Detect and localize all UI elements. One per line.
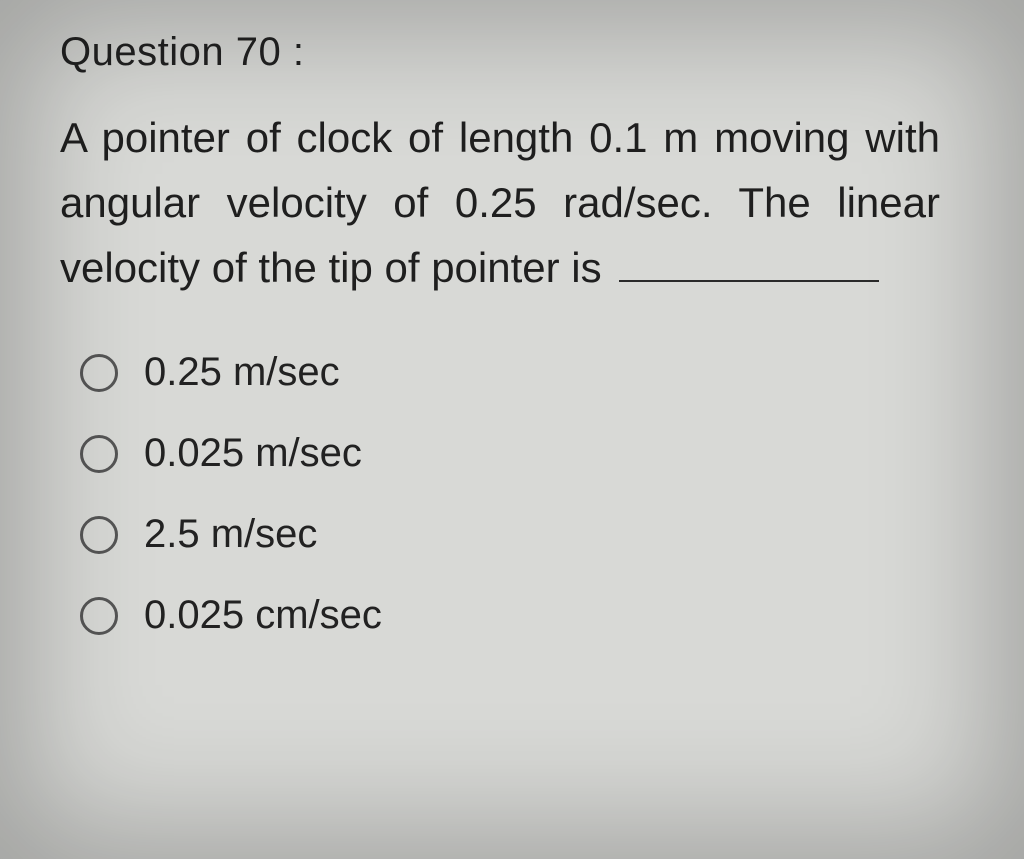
radio-icon — [80, 597, 118, 635]
option-2[interactable]: 0.025 m/sec — [80, 431, 964, 476]
option-4-label: 0.025 cm/sec — [144, 593, 382, 638]
option-2-label: 0.025 m/sec — [144, 431, 362, 476]
question-header: Question 70 : — [60, 30, 964, 75]
options-list: 0.25 m/sec 0.025 m/sec 2.5 m/sec 0.025 c… — [60, 350, 964, 638]
option-1[interactable]: 0.25 m/sec — [80, 350, 964, 395]
question-text: A pointer of clock of length 0.1 m movin… — [60, 114, 940, 291]
radio-icon — [80, 516, 118, 554]
option-4[interactable]: 0.025 cm/sec — [80, 593, 964, 638]
question-body: A pointer of clock of length 0.1 m movin… — [60, 105, 940, 300]
radio-icon — [80, 435, 118, 473]
fill-blank-line — [619, 272, 879, 282]
radio-icon — [80, 354, 118, 392]
option-1-label: 0.25 m/sec — [144, 350, 340, 395]
option-3-label: 2.5 m/sec — [144, 512, 317, 557]
option-3[interactable]: 2.5 m/sec — [80, 512, 964, 557]
